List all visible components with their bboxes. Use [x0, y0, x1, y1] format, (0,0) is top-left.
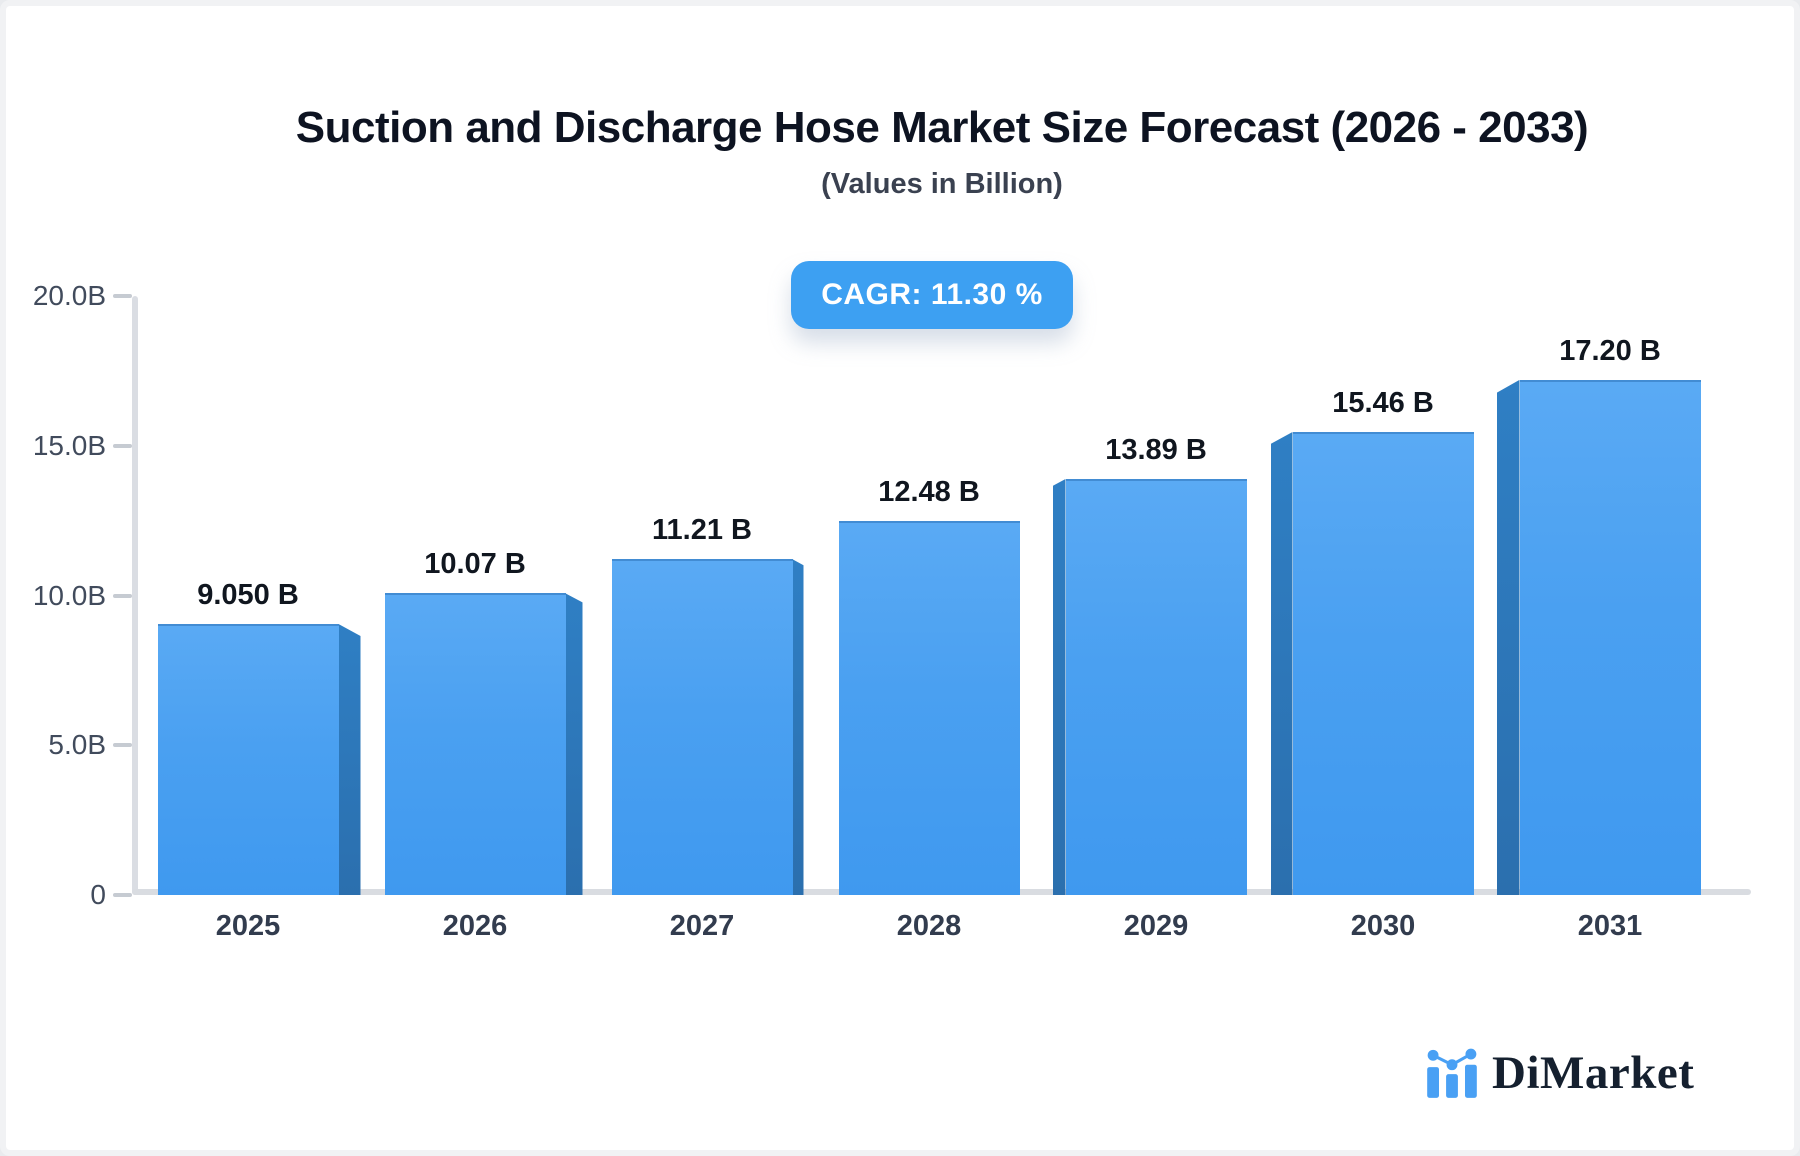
bar-value-label: 12.48 B	[878, 476, 980, 509]
bar-value-label: 13.89 B	[1105, 433, 1207, 466]
brand-name: DiMarket	[1492, 1047, 1695, 1099]
y-tick-dash	[113, 893, 132, 897]
brand-logo: DiMarket	[1426, 1046, 1694, 1100]
y-tick-dash	[113, 743, 132, 748]
x-tick-label: 2028	[896, 910, 962, 942]
bar-side-face	[1052, 478, 1066, 895]
x-tick-label: 2029	[1123, 910, 1189, 942]
cagr-badge: CAGR: 11.30 %	[791, 261, 1073, 329]
y-tick-label: 5.0B	[48, 729, 106, 761]
y-tick-dash	[113, 294, 132, 298]
bar-side-face	[565, 593, 583, 895]
x-tick-label: 2031	[1577, 910, 1643, 942]
y-axis-line	[132, 296, 138, 895]
bar-value-label: 17.20 B	[1559, 334, 1661, 367]
bar-chart-plot-area: 0 5.0B 10.0B 15.0B 20.0B 9.050 B 2025 10.07 B 2…	[6, 6, 1794, 1150]
bar-side-face	[1270, 431, 1293, 895]
y-tick-dash	[113, 593, 132, 598]
bar-2027	[611, 559, 793, 895]
mini-bar-chart-logo-icon	[1427, 1048, 1477, 1098]
y-tick-label: 20.0B	[32, 280, 106, 311]
chart-subtitle: (Values in Billion)	[821, 168, 1063, 200]
bar-value-label: 11.21 B	[652, 514, 752, 547]
bar-2029	[1065, 478, 1247, 895]
y-tick-label: 15.0B	[32, 429, 106, 461]
x-tick-label: 2025	[215, 910, 281, 942]
bar-side-face	[792, 559, 804, 895]
bar-2025	[157, 623, 339, 895]
bar-2026	[384, 593, 566, 895]
bar-2030	[1292, 431, 1474, 895]
y-tick-label: 10.0B	[32, 579, 106, 611]
x-tick-label: 2026	[442, 910, 508, 942]
bar-side-face	[1496, 379, 1520, 895]
bar-value-label: 9.050 B	[197, 578, 299, 611]
y-tick-dash	[113, 443, 132, 448]
x-tick-label: 2027	[669, 910, 735, 942]
x-tick-label: 2030	[1350, 910, 1416, 942]
bar-value-label: 15.46 B	[1332, 386, 1434, 419]
bar-2031	[1519, 379, 1701, 895]
y-tick-label: 0	[90, 879, 106, 910]
chart-title: Suction and Discharge Hose Market Size F…	[295, 103, 1589, 152]
bar-value-label: 10.07 B	[424, 548, 526, 581]
bar-side-face	[338, 623, 361, 895]
bar-2028	[838, 521, 1020, 895]
